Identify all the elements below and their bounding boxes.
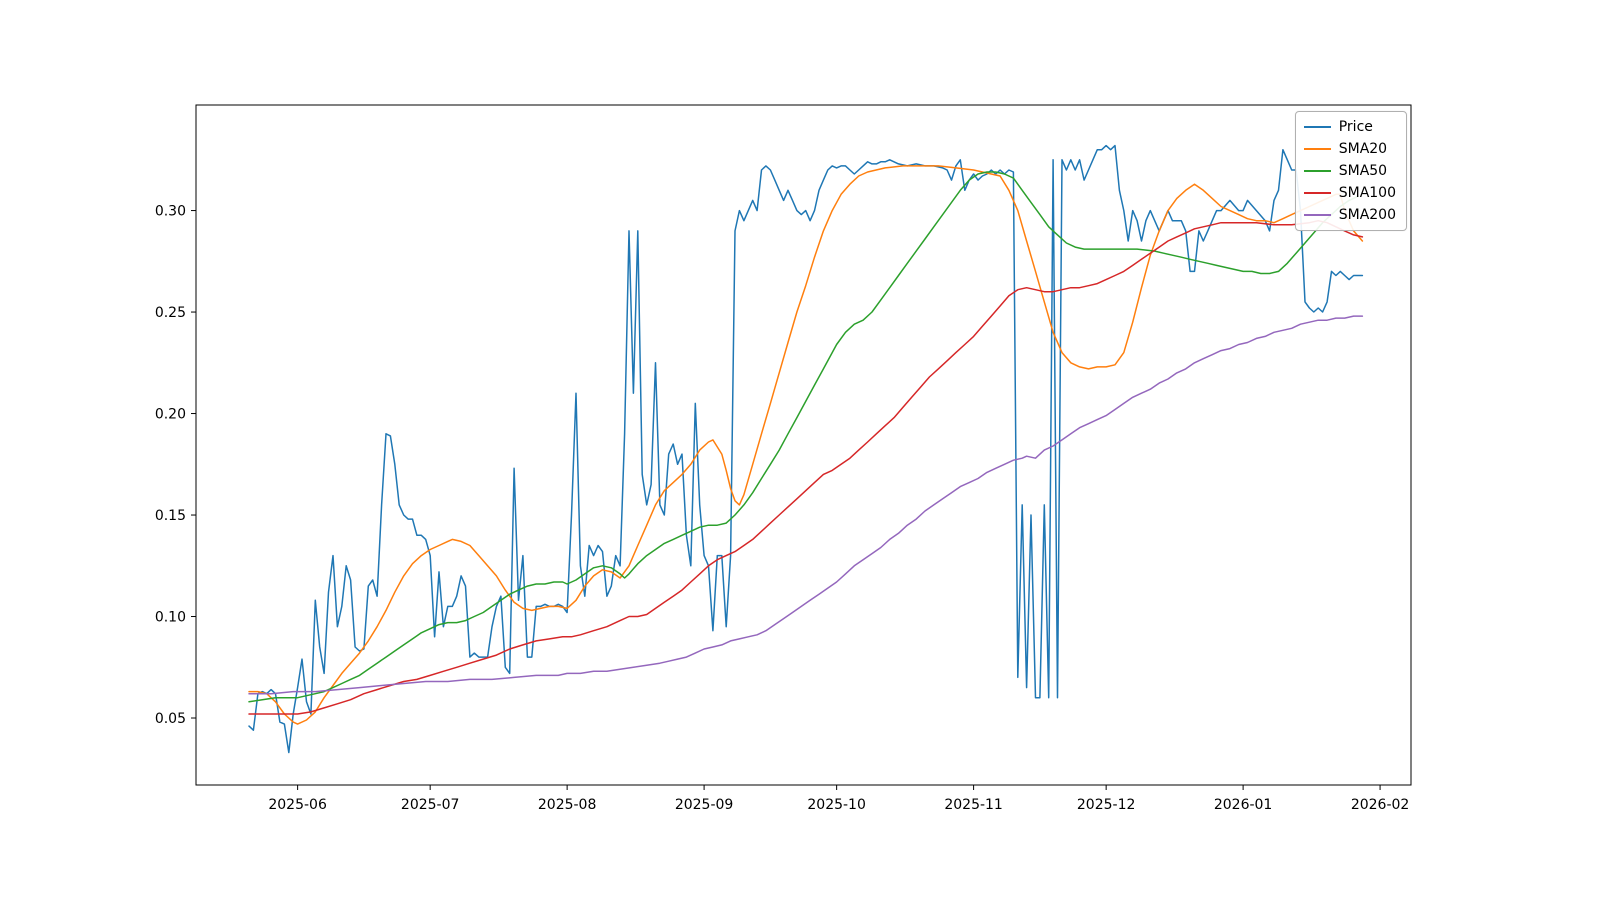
legend-item-price: Price: [1303, 118, 1396, 136]
x-tick-label: 2025-08: [538, 797, 597, 813]
legend-label-price: Price: [1338, 119, 1373, 135]
legend-item-sma20: SMA20: [1303, 140, 1396, 158]
legend-label-sma100: SMA100: [1338, 185, 1396, 201]
legend-item-sma50: SMA50: [1303, 162, 1396, 180]
x-tick-label: 2026-02: [1351, 797, 1410, 813]
legend-swatch-sma50: [1303, 170, 1331, 172]
y-tick-label: 0.20: [155, 407, 186, 423]
legend-swatch-sma20: [1303, 148, 1331, 150]
y-tick-label: 0.15: [155, 508, 186, 524]
axes-frame: [195, 104, 1412, 786]
y-tick-label: 0.30: [155, 204, 186, 220]
legend-item-sma200: SMA200: [1303, 206, 1396, 224]
x-tick-label: 2025-12: [1077, 797, 1136, 813]
series-line-sma50: [248, 171, 1359, 703]
legend-item-sma100: SMA100: [1303, 184, 1396, 202]
legend-label-sma20: SMA20: [1338, 141, 1388, 157]
y-tick-label: 0.05: [155, 711, 186, 727]
legend-label-sma200: SMA200: [1338, 207, 1396, 223]
legend-swatch-sma200: [1303, 214, 1331, 216]
series-line-sma200: [248, 315, 1364, 695]
legend-label-sma50: SMA50: [1338, 163, 1388, 179]
y-tick-label: 0.25: [155, 305, 186, 321]
legend-swatch-sma100: [1303, 192, 1331, 194]
x-tick-label: 2025-09: [675, 797, 734, 813]
series-line-sma20: [248, 165, 1364, 725]
series-line-sma100: [248, 219, 1364, 715]
x-tick-label: 2025-10: [807, 797, 866, 813]
x-tick-label: 2025-11: [944, 797, 1003, 813]
x-tick-label: 2026-01: [1214, 797, 1273, 813]
y-tick-label: 0.10: [155, 610, 186, 626]
x-tick-label: 2025-07: [401, 797, 460, 813]
legend: Price SMA20 SMA50 SMA100 SMA200: [1294, 111, 1407, 231]
x-tick-label: 2025-06: [268, 797, 327, 813]
legend-swatch-price: [1303, 126, 1331, 128]
